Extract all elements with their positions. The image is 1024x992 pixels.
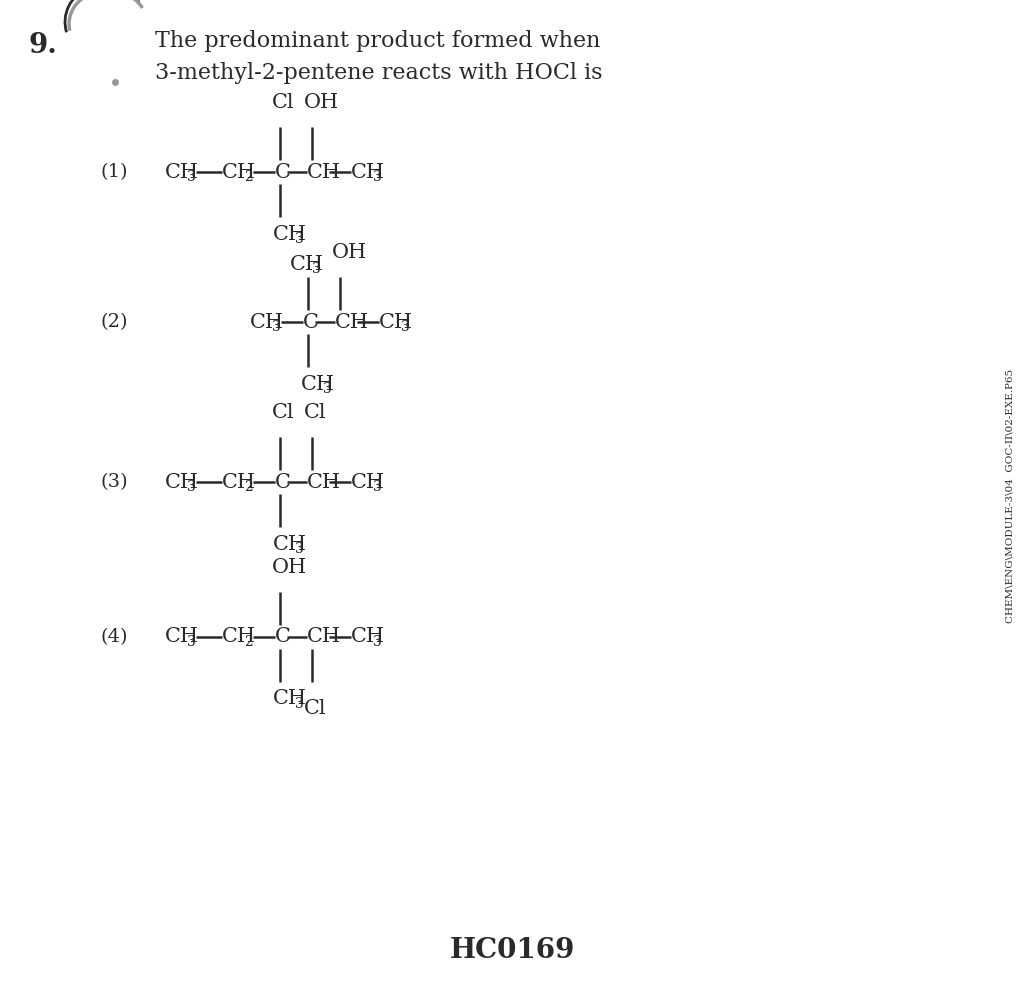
Text: C: C [303, 312, 318, 331]
Text: 3: 3 [295, 697, 304, 711]
Text: 2: 2 [244, 635, 253, 649]
Text: CH: CH [307, 163, 341, 182]
Text: 3: 3 [323, 382, 332, 396]
Text: CH: CH [165, 628, 199, 647]
Text: CH: CH [222, 163, 256, 182]
Text: 9.: 9. [28, 32, 57, 59]
Text: CH: CH [165, 163, 199, 182]
Text: OH: OH [332, 243, 368, 262]
Text: CH: CH [273, 535, 307, 554]
Text: CH: CH [307, 472, 341, 491]
Text: CHEM\ENG\MODULE-3\04  GOC-II\02-EXE.P65: CHEM\ENG\MODULE-3\04 GOC-II\02-EXE.P65 [1006, 369, 1015, 623]
Text: 3: 3 [187, 635, 196, 649]
Text: 3: 3 [373, 635, 382, 649]
Text: 3: 3 [187, 480, 196, 494]
Text: CH: CH [222, 472, 256, 491]
Text: The predominant product formed when: The predominant product formed when [155, 30, 600, 52]
Text: 3-methyl-2-pentene reacts with HOCl is: 3-methyl-2-pentene reacts with HOCl is [155, 62, 602, 84]
Text: CH: CH [307, 628, 341, 647]
Text: 3: 3 [373, 170, 382, 184]
Text: CH: CH [379, 312, 413, 331]
Text: C: C [275, 472, 291, 491]
Text: C: C [275, 628, 291, 647]
Text: CH: CH [351, 163, 385, 182]
Text: C: C [275, 163, 291, 182]
Text: Cl: Cl [304, 403, 327, 422]
Text: CH: CH [351, 472, 385, 491]
Text: 2: 2 [244, 170, 253, 184]
Text: 3: 3 [401, 320, 410, 334]
Text: 3: 3 [312, 262, 321, 276]
Text: 3: 3 [295, 542, 304, 556]
Text: CH: CH [250, 312, 284, 331]
Text: CH: CH [222, 628, 256, 647]
Text: 3: 3 [187, 170, 196, 184]
Text: (2): (2) [100, 313, 128, 331]
Text: Cl: Cl [272, 403, 295, 422]
Text: Cl: Cl [272, 93, 295, 112]
Text: (3): (3) [100, 473, 128, 491]
Text: CH: CH [273, 689, 307, 708]
Text: CH: CH [351, 628, 385, 647]
Text: (1): (1) [100, 163, 128, 181]
Text: CH: CH [290, 255, 324, 274]
Text: HC0169: HC0169 [450, 936, 574, 963]
Text: OH: OH [304, 93, 339, 112]
Text: CH: CH [165, 472, 199, 491]
Text: CH: CH [335, 312, 369, 331]
Text: 2: 2 [244, 480, 253, 494]
Text: 3: 3 [373, 480, 382, 494]
Text: (4): (4) [100, 628, 128, 646]
Text: 3: 3 [295, 232, 304, 246]
Text: OH: OH [272, 558, 307, 577]
Text: CH: CH [301, 375, 335, 394]
Text: Cl: Cl [304, 699, 327, 718]
Text: CH: CH [273, 224, 307, 243]
Text: 3: 3 [272, 320, 281, 334]
